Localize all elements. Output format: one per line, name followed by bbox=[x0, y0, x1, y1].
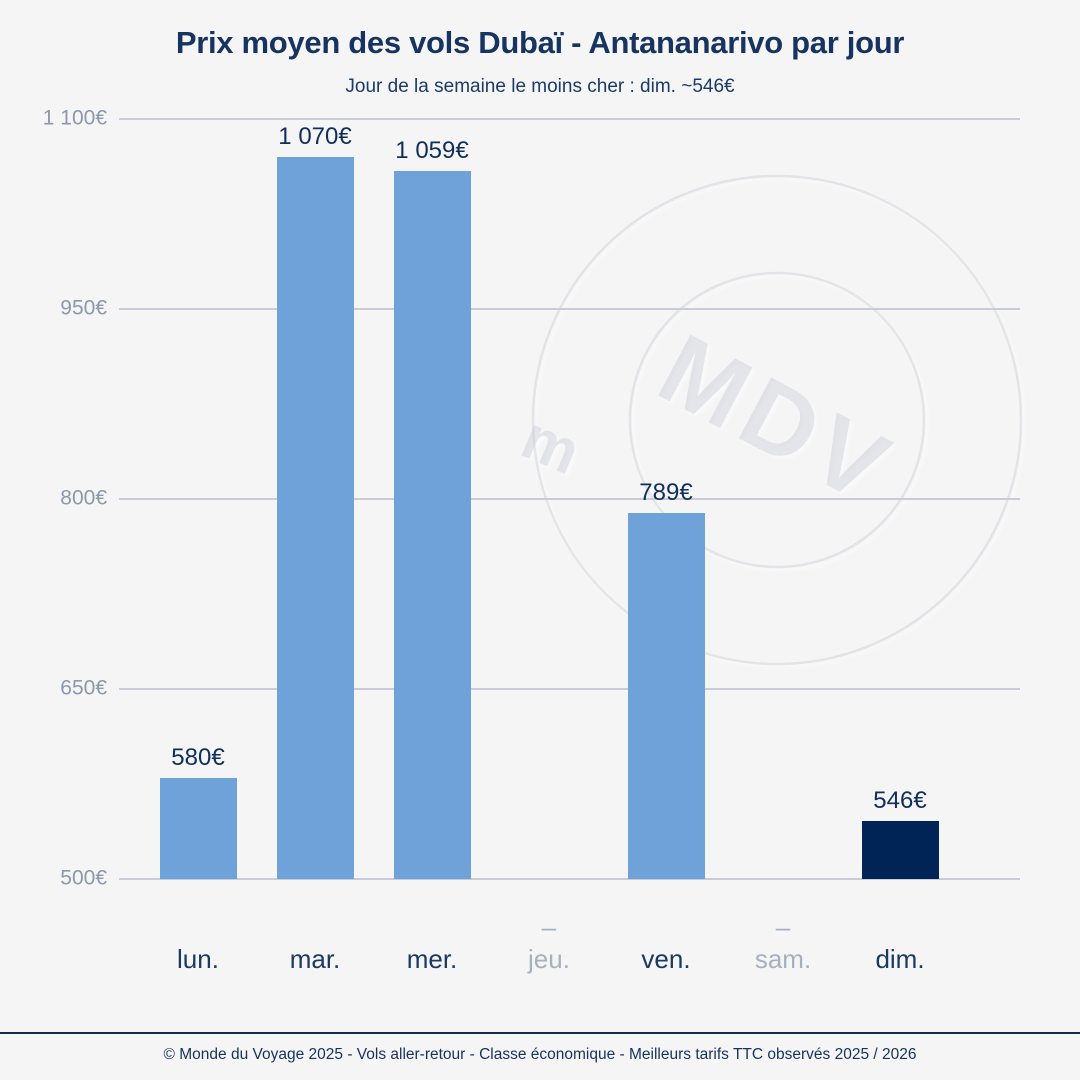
chart-title: Prix moyen des vols Dubaï - Antananarivo… bbox=[175, 25, 905, 60]
x-axis-label: dim. bbox=[875, 944, 925, 974]
y-axis-label: 1 100€ bbox=[42, 106, 107, 130]
x-axis-label: ven. bbox=[641, 944, 691, 974]
y-axis-label: 650€ bbox=[60, 676, 107, 700]
bar-value-label: 580€ bbox=[171, 743, 225, 771]
bar bbox=[393, 170, 471, 879]
footer-divider bbox=[0, 1032, 1080, 1034]
no-data-marker: – bbox=[775, 912, 791, 942]
gridline bbox=[119, 498, 1020, 500]
y-axis-label: 950€ bbox=[60, 296, 107, 320]
bar bbox=[276, 157, 354, 879]
bar-value-label: 789€ bbox=[639, 478, 693, 506]
gridline bbox=[119, 308, 1020, 310]
y-axis-label: 500€ bbox=[60, 866, 107, 890]
y-axis-label: 800€ bbox=[60, 486, 107, 510]
x-axis-label: mer. bbox=[406, 944, 458, 974]
bar-value-label: 1 070€ bbox=[278, 123, 352, 150]
bar-value-label: 1 059€ bbox=[395, 136, 469, 164]
bar-value-label: 546€ bbox=[873, 786, 927, 814]
x-axis-label: mar. bbox=[289, 944, 341, 974]
no-data-marker: – bbox=[541, 912, 557, 942]
x-axis-label: lun. bbox=[177, 944, 219, 974]
bar bbox=[627, 512, 705, 879]
gridline bbox=[119, 878, 1020, 880]
bar bbox=[861, 820, 939, 879]
chart-subtitle: Jour de la semaine le moins cher : dim. … bbox=[345, 76, 735, 97]
bar bbox=[159, 777, 237, 879]
gridline bbox=[119, 688, 1020, 690]
watermark-stamp-icon: www.monde-du-voyage.com MDV bbox=[517, 174, 1023, 680]
watermark-outer-ring bbox=[531, 174, 1023, 666]
x-axis-label: jeu. bbox=[528, 944, 570, 974]
footer-credit: © Monde du Voyage 2025 - Vols aller-reto… bbox=[163, 1046, 917, 1063]
gridline bbox=[119, 118, 1020, 120]
x-axis-label: sam. bbox=[754, 944, 812, 974]
